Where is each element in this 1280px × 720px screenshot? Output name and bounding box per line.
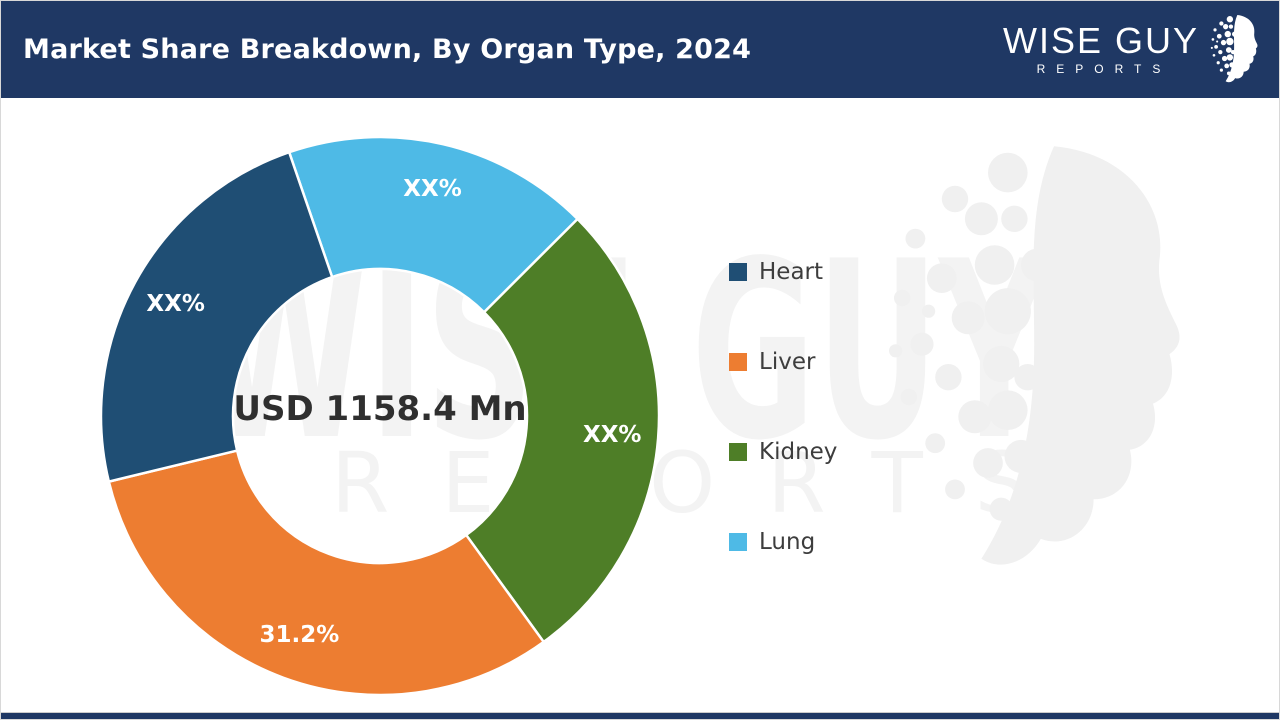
legend-swatch-kidney — [729, 443, 747, 461]
legend-item-lung: Lung — [729, 525, 815, 559]
logo-text: WISE GUY REPORTS — [1002, 20, 1199, 77]
donut-segment-kidney — [464, 217, 660, 644]
legend-label-liver: Liver — [759, 349, 816, 375]
legend-item-heart: Heart — [729, 255, 823, 289]
legend-item-kidney: Kidney — [729, 435, 837, 469]
logo-wordmark: WISE GUY — [1002, 20, 1199, 61]
wise-guy-reports-logo: WISE GUY REPORTS — [1002, 14, 1259, 85]
legend-swatch-heart — [729, 263, 747, 281]
header-bar: Market Share Breakdown, By Organ Type, 2… — [1, 1, 1279, 98]
legend-label-heart: Heart — [759, 259, 824, 285]
legend-item-liver: Liver — [729, 345, 815, 379]
legend-label-kidney: Kidney — [759, 439, 838, 465]
legend-swatch-liver — [729, 353, 747, 371]
page-title: Market Share Breakdown, By Organ Type, 2… — [23, 34, 752, 65]
donut-segment-liver — [107, 449, 545, 696]
legend-swatch-lung — [729, 533, 747, 551]
donut-segment-lung — [287, 136, 579, 314]
donut-center-value: USD 1158.4 Mn — [233, 389, 527, 429]
legend-label-lung: Lung — [759, 529, 816, 555]
donut-chart — [100, 136, 660, 696]
donut-segment-heart — [100, 150, 334, 483]
watermark-face-icon — [889, 146, 1180, 565]
logo-face-icon — [1210, 14, 1258, 82]
bottom-bar — [1, 713, 1279, 719]
logo-subtext: REPORTS — [1036, 62, 1172, 76]
bottom-divider — [1, 712, 1279, 713]
